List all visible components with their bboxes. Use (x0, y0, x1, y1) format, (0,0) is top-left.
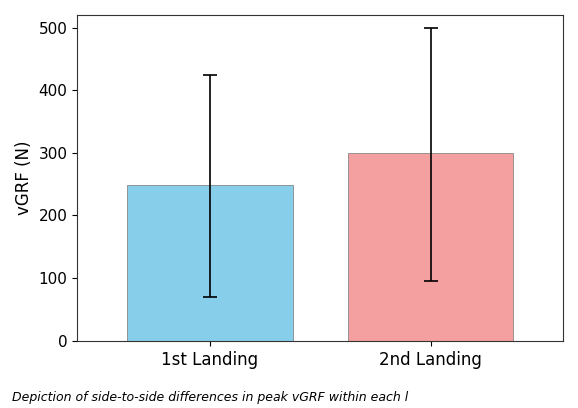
Y-axis label: vGRF (N): vGRF (N) (15, 141, 33, 215)
Text: Depiction of side-to-side differences in peak vGRF within each l: Depiction of side-to-side differences in… (12, 391, 408, 404)
Bar (127, 185, 292, 341)
Bar (348, 153, 513, 341)
